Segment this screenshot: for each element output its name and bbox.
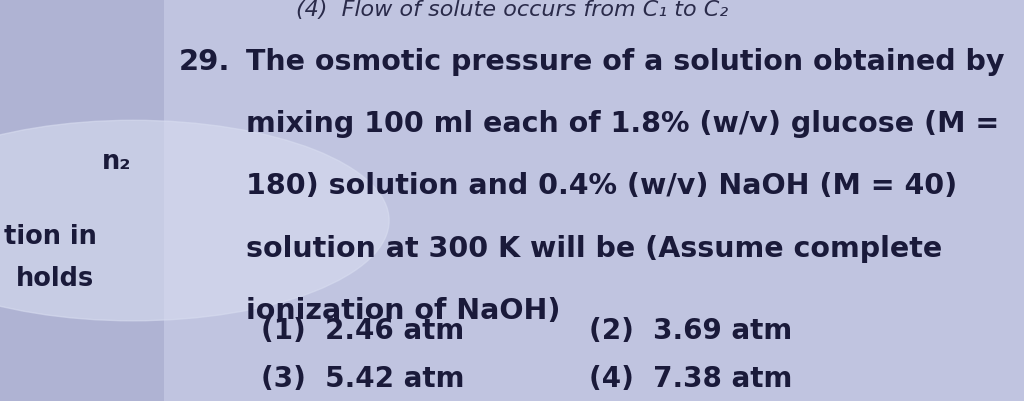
Text: n₂: n₂ [101, 150, 131, 175]
Text: (2)  3.69 atm: (2) 3.69 atm [589, 317, 792, 345]
FancyBboxPatch shape [0, 0, 164, 401]
Text: ionization of NaOH): ionization of NaOH) [246, 297, 560, 325]
Text: (3)  5.42 atm: (3) 5.42 atm [261, 365, 465, 393]
Text: tion in: tion in [4, 224, 97, 249]
Text: (4)  7.38 atm: (4) 7.38 atm [589, 365, 793, 393]
Text: (1)  2.46 atm: (1) 2.46 atm [261, 317, 464, 345]
Text: The osmotic pressure of a solution obtained by: The osmotic pressure of a solution obtai… [246, 48, 1005, 76]
Circle shape [0, 120, 389, 321]
Text: 180) solution and 0.4% (w/v) NaOH (M = 40): 180) solution and 0.4% (w/v) NaOH (M = 4… [246, 172, 957, 200]
Text: (4)  Flow of solute occurs from C₁ to C₂: (4) Flow of solute occurs from C₁ to C₂ [296, 0, 728, 20]
Text: mixing 100 ml each of 1.8% (w/v) glucose (M =: mixing 100 ml each of 1.8% (w/v) glucose… [246, 110, 999, 138]
Text: holds: holds [16, 266, 94, 292]
Text: 29.: 29. [179, 48, 230, 76]
Text: solution at 300 K will be (Assume complete: solution at 300 K will be (Assume comple… [246, 235, 942, 263]
